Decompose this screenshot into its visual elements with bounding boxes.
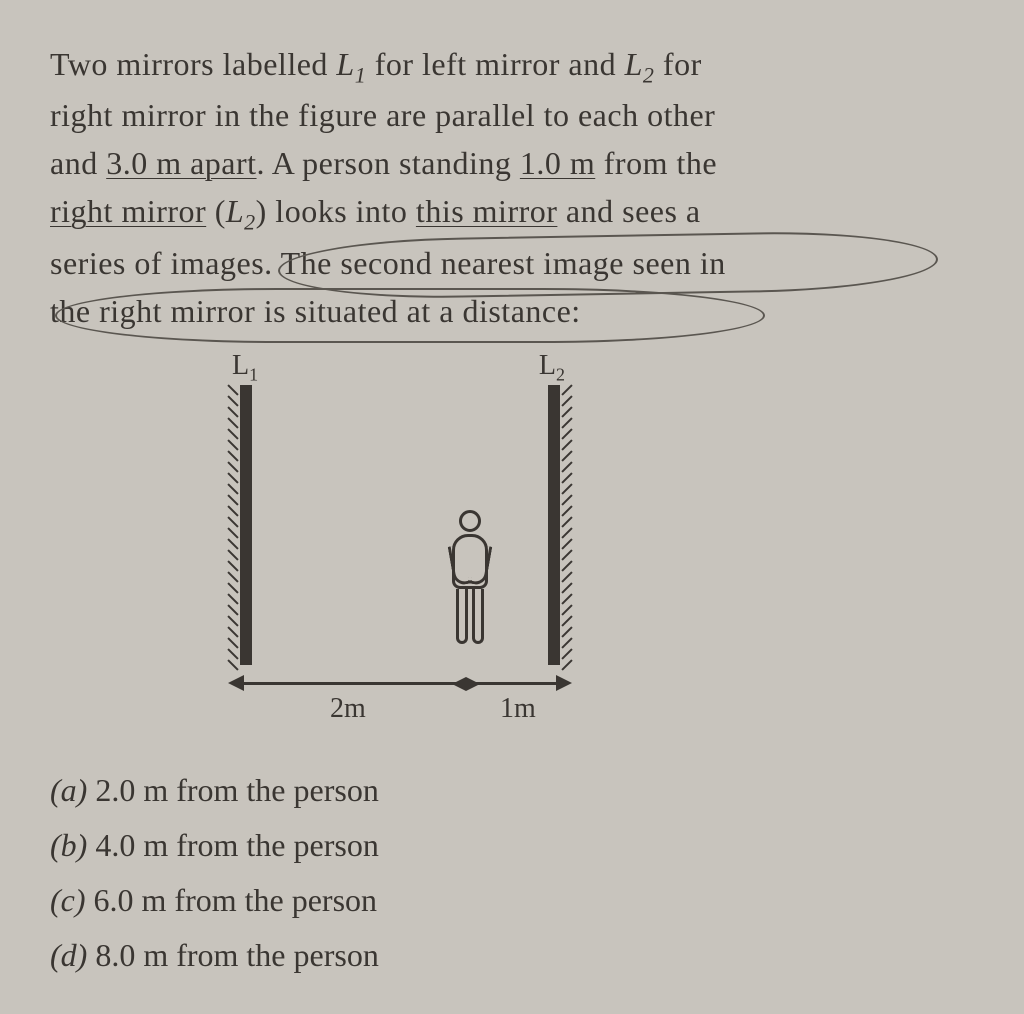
q-l1: L bbox=[336, 46, 354, 82]
person-leg-left bbox=[456, 589, 468, 644]
q-line6: the right mirror is situated at a distan… bbox=[50, 293, 581, 329]
option-b-text: 4.0 m from the person bbox=[87, 827, 379, 863]
person-arm-right bbox=[468, 544, 493, 587]
q-mid1: for left mirror and bbox=[366, 46, 624, 82]
mirror-label-l2: L2 bbox=[539, 350, 565, 386]
option-a[interactable]: (a) 2.0 m from the person bbox=[50, 765, 974, 816]
option-c-label: (c) bbox=[50, 882, 86, 918]
dimension-1m: 1m bbox=[500, 693, 536, 725]
q-line4a: right mirror bbox=[50, 193, 206, 229]
q-sub2: 2 bbox=[643, 62, 655, 87]
arrow-mid-right bbox=[466, 677, 480, 691]
q-line3c: from the bbox=[595, 145, 717, 181]
option-c[interactable]: (c) 6.0 m from the person bbox=[50, 875, 974, 926]
q-line4b: ( bbox=[206, 193, 226, 229]
q-text-1: Two mirrors labelled bbox=[50, 46, 336, 82]
q-line4c: ) looks into bbox=[256, 193, 416, 229]
l1-letter: L bbox=[232, 350, 249, 381]
option-a-text: 2.0 m from the person bbox=[87, 772, 379, 808]
dimension-line bbox=[236, 682, 556, 685]
dimension-2m: 2m bbox=[330, 693, 366, 725]
option-c-text: 6.0 m from the person bbox=[86, 882, 378, 918]
right-mirror bbox=[548, 385, 560, 665]
q-line5b: The second nearest image seen in bbox=[281, 245, 726, 281]
q-line4e: and sees a bbox=[557, 193, 700, 229]
q-l2: L bbox=[625, 46, 643, 82]
person-figure bbox=[445, 510, 495, 660]
option-a-label: (a) bbox=[50, 772, 87, 808]
l1-sub: 1 bbox=[249, 364, 258, 384]
option-b-label: (b) bbox=[50, 827, 87, 863]
q-line2: right mirror in the figure are parallel … bbox=[50, 97, 715, 133]
q-line3a: and bbox=[50, 145, 106, 181]
arrow-head-right bbox=[556, 675, 572, 691]
q-end1: for bbox=[654, 46, 701, 82]
q-dist1: 3.0 m apart bbox=[106, 145, 256, 181]
q-l2b: L bbox=[226, 193, 244, 229]
question-text: Two mirrors labelled L1 for left mirror … bbox=[50, 40, 974, 335]
person-head bbox=[459, 510, 481, 532]
arrow-mid-left bbox=[452, 677, 466, 691]
l2-letter: L bbox=[539, 350, 556, 381]
person-legs bbox=[445, 589, 495, 644]
option-d[interactable]: (d) 8.0 m from the person bbox=[50, 930, 974, 981]
left-mirror bbox=[240, 385, 252, 665]
q-line5a: series of images. bbox=[50, 245, 281, 281]
options-list: (a) 2.0 m from the person (b) 4.0 m from… bbox=[50, 765, 974, 982]
l2-sub: 2 bbox=[556, 364, 565, 384]
q-sub2b: 2 bbox=[244, 210, 256, 235]
option-b[interactable]: (b) 4.0 m from the person bbox=[50, 820, 974, 871]
option-d-text: 8.0 m from the person bbox=[87, 937, 379, 973]
person-leg-right bbox=[472, 589, 484, 644]
option-d-label: (d) bbox=[50, 937, 87, 973]
person-body bbox=[452, 534, 488, 589]
q-sub1: 1 bbox=[355, 62, 367, 87]
q-dist2: 1.0 m bbox=[520, 145, 595, 181]
mirror-label-l1: L1 bbox=[232, 350, 258, 386]
q-line3b: . A person standing bbox=[257, 145, 520, 181]
question-block: Two mirrors labelled L1 for left mirror … bbox=[50, 40, 974, 335]
mirror-diagram: L1 L2 2m 1m bbox=[200, 345, 620, 745]
q-line4d: this mirror bbox=[416, 193, 557, 229]
